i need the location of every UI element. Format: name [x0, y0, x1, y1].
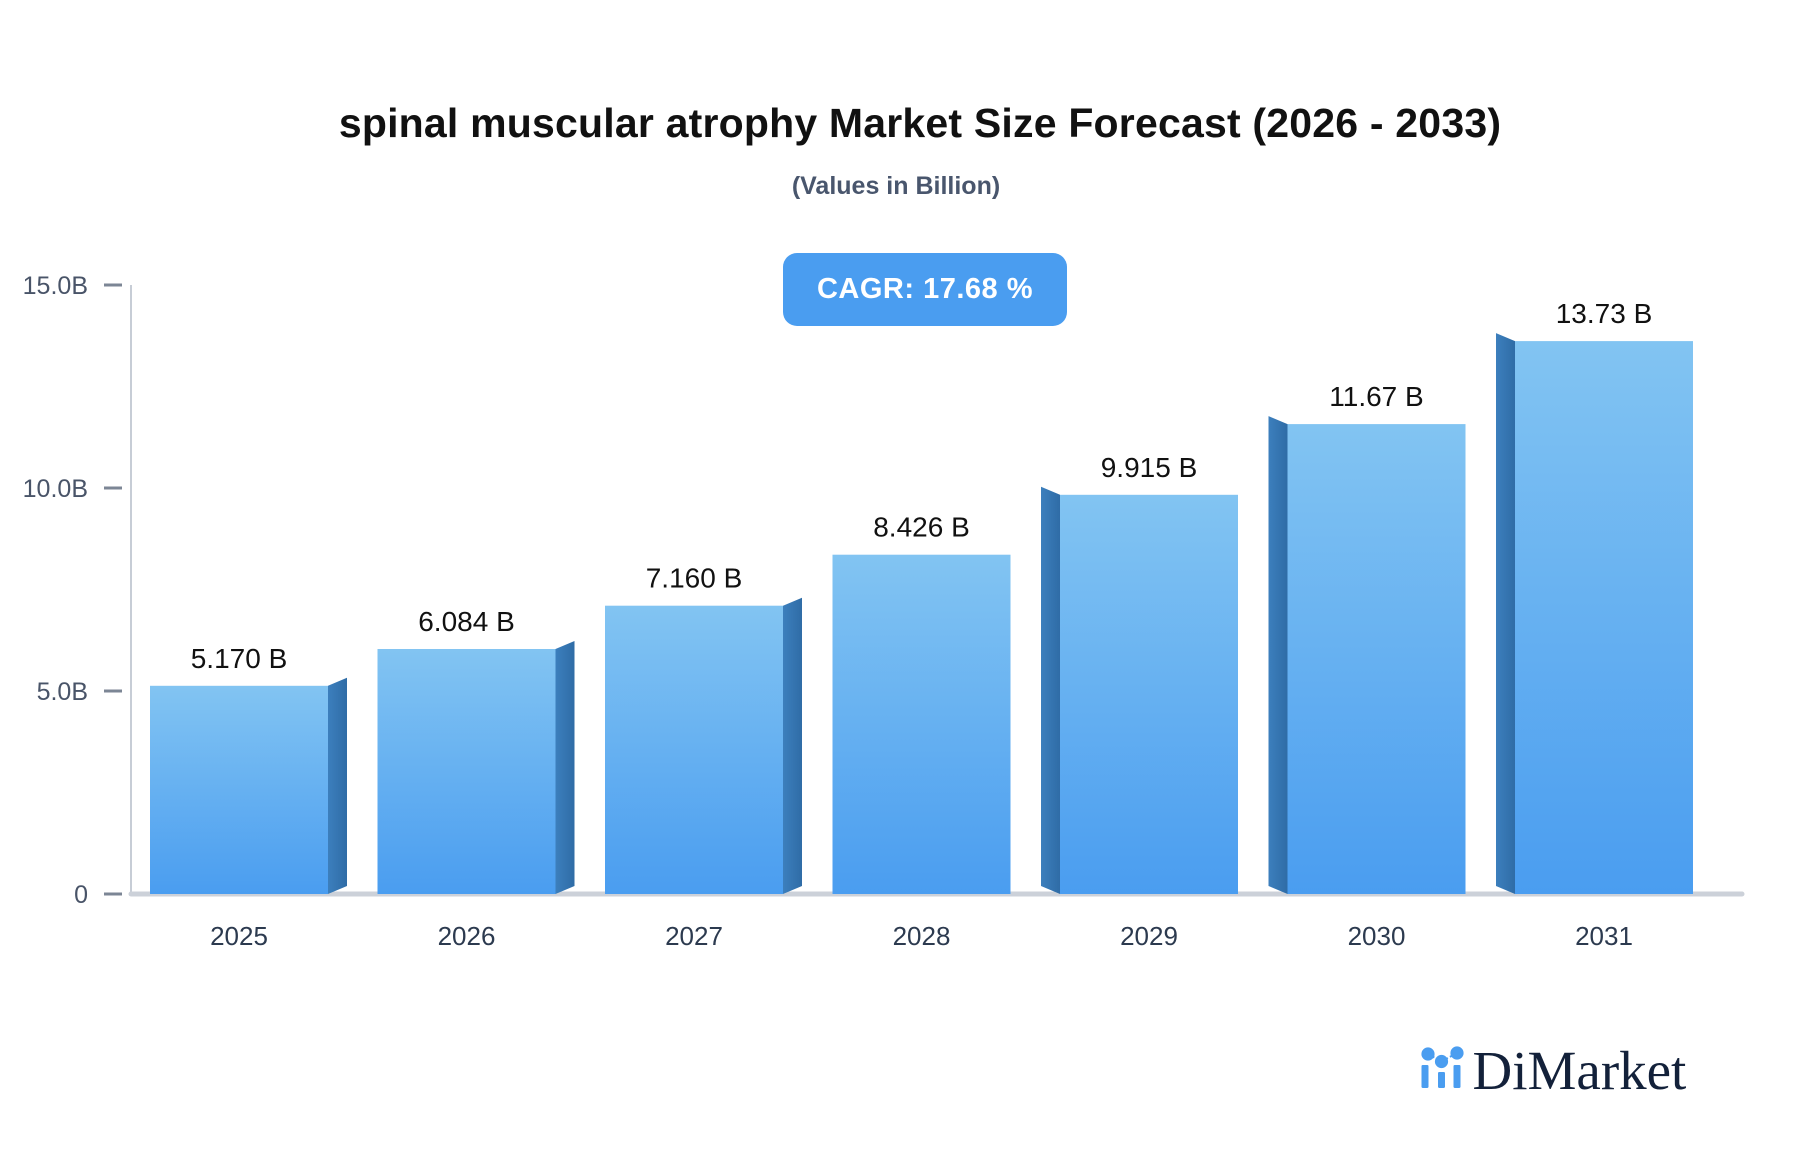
svg-text:6.084 B: 6.084 B: [418, 606, 515, 637]
svg-text:5.170 B: 5.170 B: [191, 643, 288, 674]
svg-text:9.915 B: 9.915 B: [1101, 452, 1198, 483]
svg-text:DiMarket: DiMarket: [1473, 1040, 1687, 1101]
svg-text:8.426 B: 8.426 B: [873, 512, 970, 543]
svg-text:5.0B: 5.0B: [37, 678, 88, 706]
svg-text:2026: 2026: [438, 921, 496, 951]
svg-text:15.0B: 15.0B: [23, 272, 88, 300]
svg-text:2030: 2030: [1348, 921, 1406, 951]
svg-text:2028: 2028: [893, 921, 951, 951]
svg-text:0: 0: [74, 881, 88, 909]
svg-text:13.73 B: 13.73 B: [1556, 298, 1653, 329]
svg-text:7.160 B: 7.160 B: [646, 563, 743, 594]
svg-text:2029: 2029: [1120, 921, 1178, 951]
svg-text:2031: 2031: [1575, 921, 1633, 951]
svg-text:10.0B: 10.0B: [23, 475, 88, 503]
svg-text:11.67 B: 11.67 B: [1329, 381, 1423, 412]
svg-text:2027: 2027: [665, 921, 723, 951]
svg-text:2025: 2025: [210, 921, 268, 951]
